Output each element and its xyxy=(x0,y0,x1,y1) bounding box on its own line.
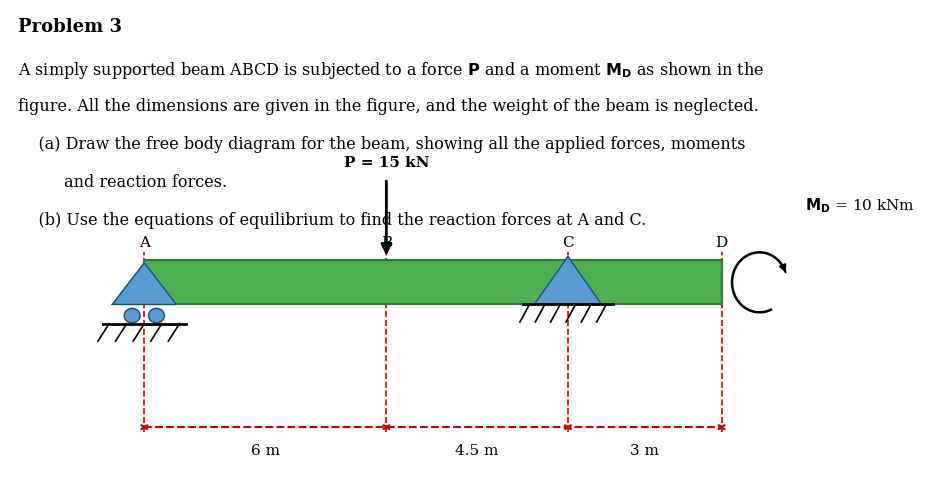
Text: $\mathbf{M_D}$ = 10 kNm: $\mathbf{M_D}$ = 10 kNm xyxy=(804,196,914,215)
Text: 6 m: 6 m xyxy=(250,444,280,458)
Text: figure. All the dimensions are given in the figure, and the weight of the beam i: figure. All the dimensions are given in … xyxy=(18,98,759,115)
Text: (a) Draw the free body diagram for the beam, showing all the applied forces, mom: (a) Draw the free body diagram for the b… xyxy=(18,136,746,153)
Ellipse shape xyxy=(148,308,165,323)
Text: D: D xyxy=(715,236,728,250)
Text: Problem 3: Problem 3 xyxy=(18,18,122,36)
Text: A simply supported beam ABCD is subjected to a force $\mathbf{P}$ and a moment $: A simply supported beam ABCD is subjecte… xyxy=(18,60,764,81)
Text: (b) Use the equations of equilibrium to find the reaction forces at A and C.: (b) Use the equations of equilibrium to … xyxy=(18,212,646,229)
Text: C: C xyxy=(562,236,573,250)
Text: 3 m: 3 m xyxy=(630,444,659,458)
Text: 4.5 m: 4.5 m xyxy=(455,444,499,458)
Text: B: B xyxy=(381,236,392,250)
Bar xyxy=(144,260,722,304)
Polygon shape xyxy=(534,256,601,304)
Text: A: A xyxy=(139,236,150,250)
Ellipse shape xyxy=(124,308,141,323)
Polygon shape xyxy=(113,263,176,304)
Text: P = 15 kN: P = 15 kN xyxy=(344,156,429,170)
Text: and reaction forces.: and reaction forces. xyxy=(18,174,227,191)
